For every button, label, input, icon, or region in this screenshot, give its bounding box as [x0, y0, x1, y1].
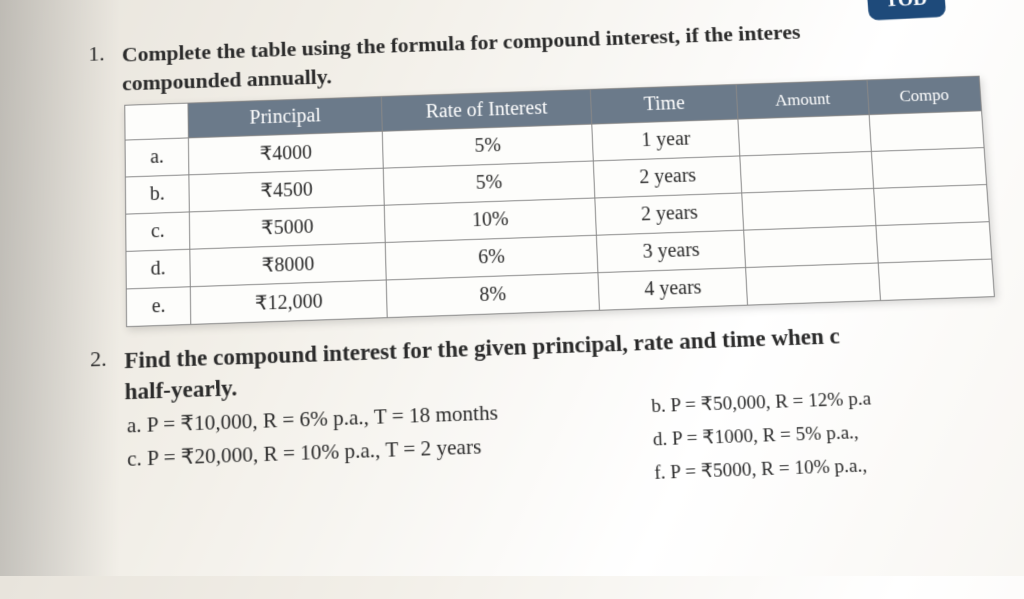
- cell-label: d.: [126, 250, 191, 290]
- cell-compo: [873, 185, 989, 226]
- cell-time: 3 years: [596, 231, 746, 274]
- q1-number: 1.: [88, 41, 112, 67]
- cell-rate: 8%: [386, 273, 599, 318]
- cell-compo: [869, 111, 984, 152]
- interest-table: Principal Rate of Interest Time Amount C…: [124, 76, 995, 328]
- cell-time: 2 years: [595, 193, 744, 235]
- cell-label: a.: [125, 138, 189, 177]
- cell-time: 4 years: [598, 268, 748, 311]
- q2-number: 2.: [90, 346, 114, 373]
- textbook-page: TOD ated 1. Complete the table using the…: [0, 0, 1024, 597]
- cell-compo: [871, 148, 986, 189]
- cell-label: b.: [125, 175, 189, 214]
- cell-compo: [878, 259, 994, 301]
- cell-amount: [738, 115, 871, 156]
- cell-amount: [744, 226, 878, 268]
- cell-amount: [746, 263, 880, 305]
- th-compo: Compo: [867, 76, 982, 115]
- subpart-d: d. P = ₹1000, R = 5% p.a.,: [652, 415, 1024, 454]
- q2-line1: Find the compound interest for the given…: [124, 324, 840, 374]
- q2-line2: half-yearly.: [124, 376, 237, 405]
- q1-line1: Complete the table using the formula for…: [122, 19, 801, 66]
- th-amount: Amount: [737, 80, 869, 119]
- cell-principal: ₹12,000: [190, 280, 387, 324]
- cell-label: c.: [126, 212, 190, 252]
- cell-time: 2 years: [593, 156, 742, 198]
- subpart-f: f. P = ₹5000, R = 10% p.a.,: [654, 449, 1024, 486]
- subpart-b: b. P = ₹50,000, R = 12% p.a: [651, 382, 1024, 420]
- cell-amount: [742, 189, 876, 231]
- cell-compo: [876, 222, 992, 263]
- cell-label: e.: [126, 287, 191, 327]
- cell-time: 1 year: [592, 119, 740, 161]
- cell-amount: [740, 152, 873, 194]
- th-time: Time: [590, 85, 738, 125]
- q1-line2: compounded annually.: [122, 64, 332, 95]
- th-blank: [125, 103, 189, 140]
